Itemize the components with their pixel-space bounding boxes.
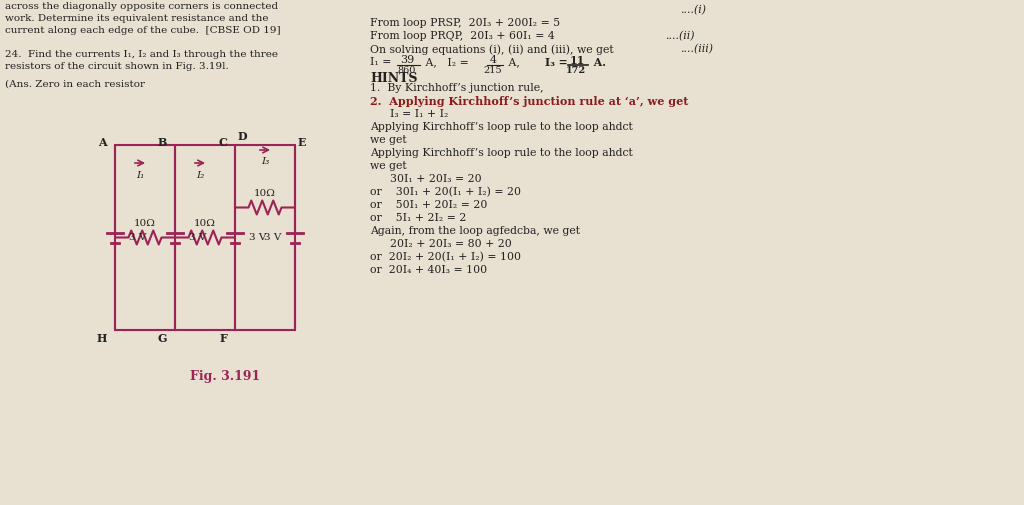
Text: 860: 860 [397, 66, 416, 75]
Text: A,: A, [505, 57, 530, 67]
Text: From loop PRQP,  20I₃ + 60I₁ = 4: From loop PRQP, 20I₃ + 60I₁ = 4 [370, 31, 555, 41]
Text: ....(ii): ....(ii) [665, 31, 694, 41]
Text: 215: 215 [483, 66, 502, 75]
Text: across the diagonally opposite corners is connected: across the diagonally opposite corners i… [5, 2, 279, 11]
Text: ....(i): ....(i) [680, 5, 706, 15]
Text: From loop PRSP,  20I₃ + 200I₂ = 5: From loop PRSP, 20I₃ + 200I₂ = 5 [370, 18, 560, 28]
Text: or    5I₁ + 2I₂ = 2: or 5I₁ + 2I₂ = 2 [370, 213, 466, 223]
Text: C: C [218, 136, 227, 147]
Text: B: B [158, 136, 167, 147]
Text: resistors of the circuit shown in Fig. 3.19l.: resistors of the circuit shown in Fig. 3… [5, 62, 228, 71]
Text: (Ans. Zero in each resistor: (Ans. Zero in each resistor [5, 80, 145, 89]
Text: or    30I₁ + 20(I₁ + I₂) = 20: or 30I₁ + 20(I₁ + I₂) = 20 [370, 187, 521, 197]
Text: 4: 4 [490, 55, 497, 65]
Text: 1.  By Kirchhoff’s junction rule,: 1. By Kirchhoff’s junction rule, [370, 83, 544, 93]
Text: I₁: I₁ [136, 171, 144, 179]
Text: 172: 172 [566, 66, 586, 75]
Text: Applying Kirchhoff’s loop rule to the loop ahdct: Applying Kirchhoff’s loop rule to the lo… [370, 122, 633, 132]
Text: Fig. 3.191: Fig. 3.191 [189, 370, 260, 383]
Text: Again, from the loop agfedcba, we get: Again, from the loop agfedcba, we get [370, 226, 580, 236]
Text: 39: 39 [400, 55, 415, 65]
Text: 30I₁ + 20I₃ = 20: 30I₁ + 20I₃ = 20 [390, 174, 481, 184]
Text: 10Ω: 10Ω [254, 188, 275, 197]
Text: HINTS: HINTS [370, 72, 418, 85]
Text: 3 V: 3 V [129, 233, 146, 242]
Text: F: F [219, 333, 227, 344]
Text: 24.  Find the currents I₁, I₂ and I₃ through the three: 24. Find the currents I₁, I₂ and I₃ thro… [5, 50, 278, 59]
Text: 3 V: 3 V [189, 233, 207, 242]
Text: 11: 11 [570, 55, 586, 66]
Text: or    50I₁ + 20I₂ = 20: or 50I₁ + 20I₂ = 20 [370, 200, 487, 210]
Text: A.: A. [590, 57, 606, 68]
Text: work. Determine its equivalent resistance and the: work. Determine its equivalent resistanc… [5, 14, 268, 23]
Text: On solving equations (i), (ii) and (iii), we get: On solving equations (i), (ii) and (iii)… [370, 44, 613, 55]
Text: I₃ =: I₃ = [545, 57, 571, 68]
Text: E: E [298, 136, 306, 147]
Text: 2.  Applying Kirchhoff’s junction rule at ‘a’, we get: 2. Applying Kirchhoff’s junction rule at… [370, 96, 688, 107]
Text: ....(iii): ....(iii) [680, 44, 713, 55]
Text: 3 V: 3 V [249, 233, 266, 242]
Text: 3 V: 3 V [263, 233, 281, 242]
Text: 20I₂ + 20I₃ = 80 + 20: 20I₂ + 20I₃ = 80 + 20 [390, 239, 512, 249]
Text: or  20I₄ + 40I₃ = 100: or 20I₄ + 40I₃ = 100 [370, 265, 487, 275]
Text: I₁ =: I₁ = [370, 57, 395, 67]
Text: 10Ω: 10Ω [134, 219, 156, 227]
Text: I₃ = I₁ + I₂: I₃ = I₁ + I₂ [390, 109, 449, 119]
Text: D: D [238, 131, 248, 142]
Text: I₃: I₃ [261, 158, 269, 167]
Text: Applying Kirchhoff’s loop rule to the loop ahdct: Applying Kirchhoff’s loop rule to the lo… [370, 148, 633, 158]
Text: we get: we get [370, 161, 407, 171]
Text: G: G [158, 333, 167, 344]
Text: A: A [98, 136, 106, 147]
Text: or  20I₂ + 20(I₁ + I₂) = 100: or 20I₂ + 20(I₁ + I₂) = 100 [370, 252, 521, 262]
Text: 10Ω: 10Ω [195, 219, 216, 227]
Text: current along each edge of the cube.  [CBSE OD 19]: current along each edge of the cube. [CB… [5, 26, 281, 35]
Text: H: H [96, 333, 106, 344]
Text: I₂: I₂ [196, 171, 204, 179]
Text: A,   I₂ =: A, I₂ = [422, 57, 472, 67]
Text: we get: we get [370, 135, 407, 145]
